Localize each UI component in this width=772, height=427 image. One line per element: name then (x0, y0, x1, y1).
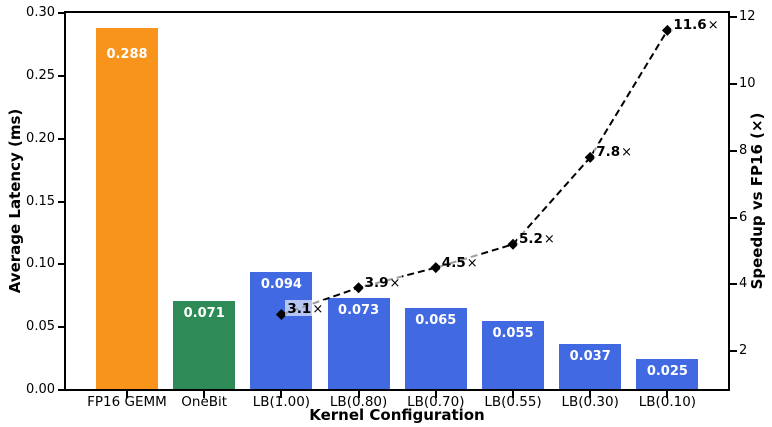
bar-value-label: 0.065 (415, 313, 457, 329)
y-left-tick-label: 0.10 (26, 256, 55, 272)
y-left-tick-label: 0.25 (26, 67, 55, 83)
y-left-tick (58, 326, 65, 329)
x-tick (589, 391, 592, 398)
latency-bar-lb-0.55- (482, 320, 544, 389)
y-right-tick (730, 216, 737, 219)
x-tick (357, 391, 360, 398)
speedup-annotation-times-symbol: × (312, 302, 324, 318)
speedup-annotation: 5.2× (517, 230, 557, 248)
speedup-annotation-value: 4.5 (441, 254, 466, 271)
speedup-annotation: 3.9× (362, 273, 403, 291)
x-tick-label: LB(0.30) (561, 394, 619, 410)
y-left-tick-label: 0.30 (26, 5, 55, 20)
x-tick-label: FP16 GEMM (87, 394, 167, 410)
y-right-tick (730, 350, 737, 353)
x-tick (203, 391, 206, 398)
y-left-tick (58, 137, 65, 140)
y-right-axis-title: Speedup vs FP16 (×) (748, 112, 766, 290)
speedup-annotation: 3.1× (285, 300, 326, 318)
speedup-annotation: 7.8× (594, 143, 635, 161)
y-right-tick-label: 8 (739, 142, 748, 158)
y-left-tick-label: 0.05 (26, 319, 55, 335)
x-tick-label: LB(0.10) (638, 394, 697, 410)
y-left-tick (58, 263, 65, 266)
latency-bar-lb-0.30- (559, 343, 622, 389)
speedup-annotation-times-symbol: × (389, 275, 401, 291)
bar-value-label: 0.037 (569, 348, 611, 364)
bar-value-label: 0.288 (106, 47, 148, 63)
bar-value-label: 0.071 (183, 305, 225, 321)
x-tick (280, 391, 283, 398)
x-axis-title: Kernel Configuration (309, 406, 485, 424)
y-left-axis-title: Average Latency (ms) (6, 108, 24, 294)
speedup-annotation: 11.6× (671, 16, 721, 34)
x-tick (512, 391, 514, 398)
y-left-tick (58, 12, 65, 14)
speedup-annotation-times-symbol: × (621, 145, 633, 161)
x-tick (666, 391, 669, 398)
latency-bar-onebit (173, 300, 236, 389)
x-tick-label: LB(0.80) (329, 394, 388, 410)
speedup-annotation-times-symbol: × (707, 18, 719, 34)
speedup-annotation-times-symbol: × (466, 255, 478, 271)
y-left-tick (58, 74, 65, 77)
speedup-annotation: 4.5× (439, 253, 480, 271)
bar-value-label: 0.055 (492, 325, 534, 341)
y-right-tick-label: 2 (739, 343, 748, 359)
y-right-tick-label: 12 (739, 9, 756, 24)
latency-bar-fp16-gemm (96, 28, 158, 389)
y-left-tick-label: 0.00 (26, 382, 55, 397)
bar-value-label: 0.094 (260, 276, 302, 292)
y-right-tick (730, 283, 737, 286)
x-tick-label: LB(0.55) (484, 394, 542, 410)
x-tick (434, 391, 437, 398)
x-tick-label: OneBit (181, 394, 228, 410)
speedup-annotation-value: 3.9 (364, 274, 389, 291)
latency-bar-lb-0.70- (404, 308, 467, 389)
y-right-tick (730, 16, 737, 18)
y-left-tick (58, 200, 65, 203)
y-left-tick-label: 0.20 (26, 130, 55, 146)
y-right-tick (730, 82, 737, 85)
x-tick (126, 391, 128, 398)
y-right-tick-label: 4 (739, 276, 748, 292)
speedup-annotation-times-symbol: × (543, 232, 555, 248)
bar-value-label: 0.073 (338, 303, 380, 319)
speedup-annotation-value: 5.2 (519, 231, 543, 248)
speedup-annotation-value: 11.6 (673, 17, 707, 34)
speedup-annotation-value: 3.1 (287, 301, 312, 318)
y-left-tick (58, 389, 65, 391)
y-left-tick-label: 0.15 (26, 193, 55, 209)
plot-area-border (64, 11, 730, 391)
y-right-tick (730, 149, 737, 152)
y-right-tick-label: 10 (739, 75, 756, 91)
y-right-tick-label: 6 (739, 209, 748, 225)
bar-value-label: 0.025 (646, 363, 688, 379)
speedup-annotation-value: 7.8 (596, 144, 621, 161)
x-tick-label: LB(0.70) (407, 394, 465, 410)
x-tick-label: LB(1.00) (252, 394, 311, 410)
latency-bar-lb-0.10- (636, 358, 699, 389)
